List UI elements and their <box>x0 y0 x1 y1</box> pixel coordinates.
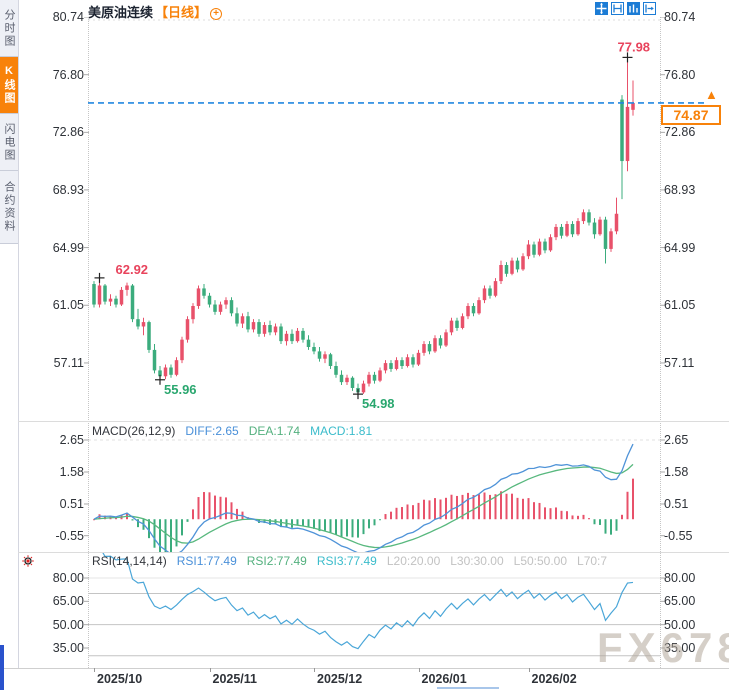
y-axis-label: 80.00 <box>52 571 84 585</box>
y-axis-label: 76.80 <box>664 67 696 82</box>
chart-toolbar <box>595 2 656 15</box>
y-axis-label: 2.65 <box>59 433 84 447</box>
sidebar-item-2[interactable]: K线图 <box>0 57 18 114</box>
y-axis-label: 61.05 <box>52 298 84 313</box>
plot-right-border <box>660 17 661 668</box>
macd-readout-item: MACD(26,12,9) <box>92 424 176 438</box>
macd-readout-item: DEA:1.74 <box>248 424 301 438</box>
x-axis-tick <box>528 668 530 672</box>
last-price-tag: 74.87 <box>661 105 721 125</box>
y-axis-label: 64.99 <box>664 240 696 255</box>
y-axis-label: 80.00 <box>664 571 696 585</box>
macd-readout: MACD(26,12,9) DIFF:2.65 DEA:1.74 MACD:1.81 <box>92 424 660 438</box>
y-axis-label: 0.51 <box>59 496 84 511</box>
last-price-arrow-icon: ▲ <box>705 87 718 102</box>
svg-text:77.98: 77.98 <box>618 39 651 54</box>
sidebar-item-3[interactable]: 闪电图 <box>0 114 18 171</box>
v-scrollbar-fragment[interactable] <box>0 645 4 690</box>
y-axis-label: 80.74 <box>52 10 84 24</box>
jump-to-latest-icon[interactable] <box>643 2 656 15</box>
x-axis-tick <box>314 668 315 672</box>
price-annotation: 62.92 <box>94 262 149 283</box>
h-scrollbar-thumb[interactable] <box>437 687 499 689</box>
time-axis: 日线 ▲ <box>0 668 729 690</box>
x-axis-tick <box>418 668 420 672</box>
y-axis-label: 72.86 <box>664 125 696 140</box>
y-axis-label: 1.58 <box>59 464 84 479</box>
x-axis-label: 2026/02 <box>531 672 577 686</box>
price-annotation: 55.96 <box>155 374 197 397</box>
panel-separator <box>18 552 729 553</box>
indicator-settings-icon[interactable] <box>22 555 34 567</box>
price-annotation: 77.98 <box>618 39 651 63</box>
price-annotation: 54.98 <box>353 389 395 411</box>
macd-histogram <box>93 478 634 552</box>
y-axis-label: 1.58 <box>664 464 689 479</box>
svg-text:62.92: 62.92 <box>116 262 149 277</box>
y-axis-label: 57.11 <box>53 355 84 370</box>
sidebar-item-4[interactable]: 合约资料 <box>0 171 18 244</box>
rsi-readout-item: RSI1:77.49 <box>176 554 237 568</box>
x-axis-tick <box>209 668 211 672</box>
plot-left-border <box>88 17 89 668</box>
y-axis-label: 57.11 <box>664 355 695 370</box>
rsi-readout-item: L30:30.00 <box>450 554 504 568</box>
y-axis-label: 35.00 <box>664 641 696 655</box>
y-axis-label: 64.99 <box>52 240 84 255</box>
rsi-readout-item: L70:7 <box>577 554 608 568</box>
watermark: FX678 <box>597 624 729 671</box>
y-axis-label: 72.86 <box>52 125 84 140</box>
x-axis-label: 2025/12 <box>317 672 363 686</box>
candlestick-series <box>92 57 635 395</box>
y-axis-label: 65.00 <box>52 594 84 609</box>
chart-title: 美原油连续 【日线】 + <box>88 2 223 21</box>
rsi-readout-item: RSI3:77.49 <box>316 554 377 568</box>
y-axis-label: 50.00 <box>52 617 84 632</box>
x-axis-label: 2025/11 <box>212 672 258 686</box>
rsi-readout-item: RSI(14,14,14) <box>92 554 167 568</box>
svg-text:55.96: 55.96 <box>164 382 197 397</box>
symbol-name: 美原油连续 <box>88 5 154 20</box>
y-axis-label: 76.80 <box>52 67 84 82</box>
y-axis-label: 65.00 <box>664 594 696 609</box>
crosshair-pan-icon[interactable] <box>595 2 608 15</box>
x-zoom-icon[interactable] <box>611 2 624 15</box>
period-tag[interactable]: 【日线】 <box>155 5 208 20</box>
y-zoom-icon[interactable] <box>627 2 640 15</box>
rsi-readout-item: L50:50.00 <box>513 554 568 568</box>
y-axis-label: 2.65 <box>664 433 689 447</box>
sidebar: 分时图 K线图 闪电图 合约资料 <box>0 0 18 690</box>
rsi-panel-canvas[interactable] <box>0 552 729 668</box>
sidebar-divider <box>18 0 19 690</box>
macd-panel-canvas[interactable] <box>0 422 729 552</box>
rsi-readout: RSI(14,14,14) RSI1:77.49 RSI2:77.49 RSI3:77… <box>92 554 660 568</box>
main-chart-canvas[interactable]: 62.92 55.96 54.98 77.98 <box>0 17 729 415</box>
y-axis-label: 61.05 <box>664 298 696 313</box>
y-axis-label: -0.55 <box>55 528 85 543</box>
y-axis-label: -0.55 <box>664 528 693 543</box>
rsi-readout-item: RSI2:77.49 <box>246 554 307 568</box>
y-axis-label: 50.00 <box>664 617 696 632</box>
x-axis-label: 2026/01 <box>421 672 467 686</box>
panel-separator <box>18 421 729 422</box>
x-axis-label: 2025/10 <box>97 672 143 686</box>
y-axis-label: 35.00 <box>52 641 84 655</box>
y-axis-label: 68.93 <box>664 182 696 197</box>
svg-text:54.98: 54.98 <box>362 396 395 411</box>
y-axis-label: 80.74 <box>664 10 696 24</box>
rsi-readout-item: L20:20.00 <box>386 554 441 568</box>
y-axis-label: 68.93 <box>52 182 84 197</box>
sidebar-item-1[interactable]: 分时图 <box>0 0 18 57</box>
macd-readout-item: MACD:1.81 <box>310 424 373 438</box>
x-axis-tick <box>94 668 95 672</box>
macd-readout-item: DIFF:2.65 <box>185 424 239 438</box>
circle-plus-icon[interactable]: + <box>210 8 223 20</box>
y-axis-label: 0.51 <box>664 496 689 511</box>
